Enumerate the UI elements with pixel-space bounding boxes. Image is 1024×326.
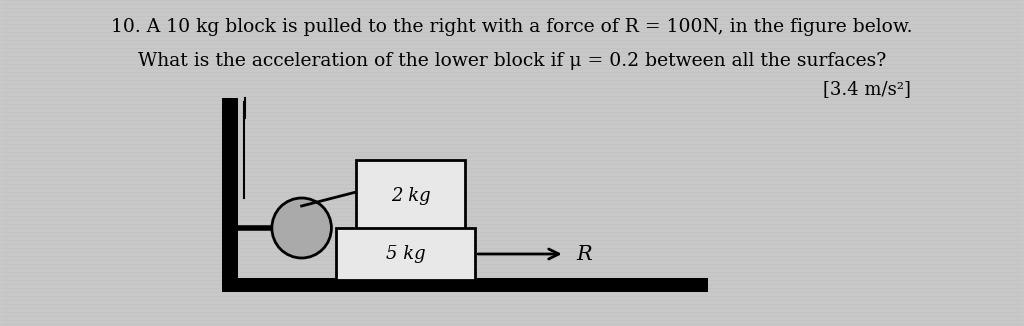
- Text: What is the acceleration of the lower block if μ = 0.2 between all the surfaces?: What is the acceleration of the lower bl…: [138, 52, 886, 70]
- Bar: [222, 278, 709, 292]
- Circle shape: [271, 198, 332, 258]
- Bar: [336, 228, 475, 280]
- Bar: [356, 160, 465, 232]
- Text: 10. A 10 kg block is pulled to the right with a force of R = 100N, in the figure: 10. A 10 kg block is pulled to the right…: [112, 18, 912, 36]
- Text: 2 kg: 2 kg: [391, 187, 431, 205]
- Text: [3.4 m/s²]: [3.4 m/s²]: [823, 80, 911, 98]
- Text: 5 kg: 5 kg: [386, 245, 426, 263]
- Bar: [222, 98, 239, 290]
- Text: R: R: [577, 244, 592, 263]
